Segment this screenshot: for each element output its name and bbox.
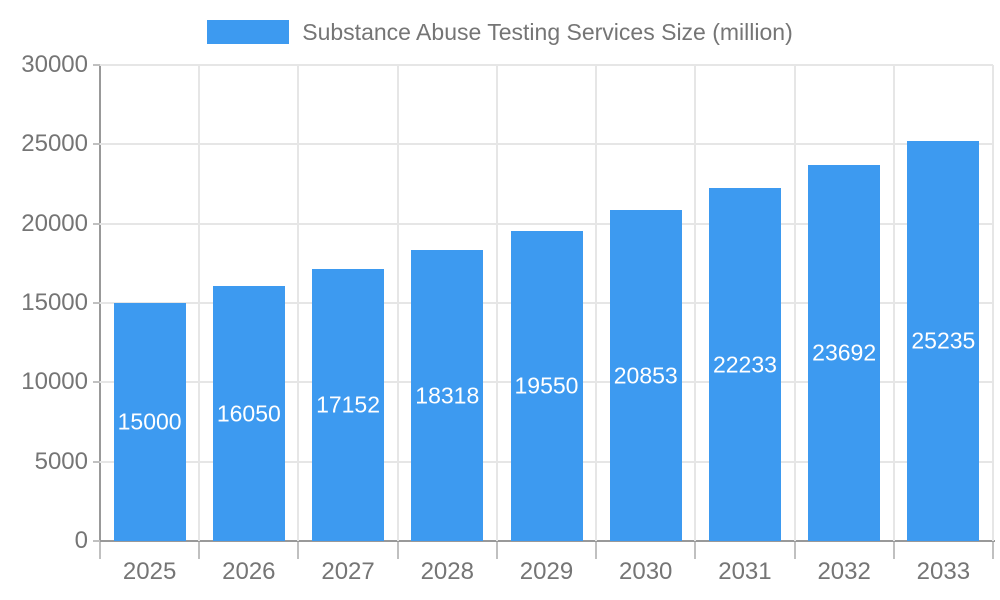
x-axis-tick-label: 2026 <box>222 558 276 585</box>
bar-2032[interactable]: 23692 <box>808 165 881 541</box>
gridline-vertical <box>892 65 895 541</box>
gridline-vertical <box>992 65 994 541</box>
y-axis-tick <box>93 540 100 542</box>
bar-2033[interactable]: 25235 <box>907 140 980 541</box>
legend-series-label: Substance Abuse Testing Services Size (m… <box>302 18 793 45</box>
gridline-vertical <box>198 65 201 541</box>
bar-2028[interactable]: 18318 <box>411 250 484 541</box>
x-axis-tick-label: 2030 <box>619 558 673 585</box>
legend-swatch <box>207 20 290 44</box>
y-axis-tick-label: 20000 <box>21 209 88 237</box>
gridline-horizontal <box>100 64 993 66</box>
x-axis-tick-label: 2032 <box>817 558 871 585</box>
x-axis-tick <box>595 542 598 559</box>
bar-value-label: 16050 <box>216 400 281 427</box>
bar-2026[interactable]: 16050 <box>212 286 285 541</box>
bar-value-label: 17152 <box>316 391 381 418</box>
x-axis-tick-label: 2031 <box>718 558 772 585</box>
plot-area: 15000 16050 17152 18318 19550 20853 22233 23692… <box>100 64 994 541</box>
bar-value-label: 20853 <box>613 362 678 389</box>
bar-2030[interactable]: 20853 <box>609 210 682 541</box>
y-axis-tick-label: 10000 <box>21 368 88 396</box>
x-axis-tick <box>198 542 201 559</box>
x-axis-tick <box>297 542 300 559</box>
y-axis-tick-label: 5000 <box>34 447 88 475</box>
x-axis-tick <box>992 542 994 559</box>
y-axis-tick-label: 0 <box>74 527 88 554</box>
y-axis-tick-label: 30000 <box>21 51 88 78</box>
y-axis-tick <box>93 64 100 66</box>
y-axis-tick <box>93 381 100 384</box>
bar-value-label: 22233 <box>712 351 777 378</box>
chart-legend[interactable]: Substance Abuse Testing Services Size (m… <box>0 18 1000 46</box>
bar-value-label: 18318 <box>415 382 480 409</box>
x-axis-tick-label: 2029 <box>519 558 574 585</box>
x-axis-tick <box>495 542 498 559</box>
x-axis-tick <box>99 542 101 559</box>
y-axis-tick <box>93 302 100 304</box>
bar-value-label: 15000 <box>117 408 182 435</box>
x-axis-tick <box>892 542 895 559</box>
gridline-vertical <box>694 65 697 541</box>
gridline-vertical <box>595 65 598 541</box>
x-axis-tick <box>694 542 697 559</box>
gridline-vertical <box>297 65 300 541</box>
gridline-vertical <box>495 65 498 541</box>
y-axis-tick <box>93 143 100 146</box>
gridline-vertical <box>793 65 796 541</box>
bar-value-label: 23692 <box>812 339 877 366</box>
bar-value-label: 25235 <box>911 327 976 354</box>
y-axis-tick <box>93 460 100 463</box>
x-axis-tick <box>396 542 399 559</box>
x-axis-line <box>99 540 995 542</box>
x-axis-tick-label: 2025 <box>122 558 177 585</box>
gridline-vertical <box>396 65 399 541</box>
bar-2031[interactable]: 22233 <box>708 188 781 541</box>
y-axis-tick-label: 25000 <box>21 130 88 158</box>
gridline-horizontal <box>100 143 993 146</box>
bar-2027[interactable]: 17152 <box>312 268 385 541</box>
bar-2029[interactable]: 19550 <box>510 230 583 541</box>
bar-2025[interactable]: 15000 <box>113 303 186 541</box>
x-axis-tick-label: 2027 <box>321 558 375 585</box>
x-axis-tick-label: 2028 <box>420 558 474 585</box>
y-axis-tick-label: 15000 <box>21 289 88 316</box>
gridline-horizontal <box>100 222 993 225</box>
x-axis-tick <box>793 542 796 559</box>
y-axis-tick <box>93 222 100 225</box>
x-axis-tick-label: 2033 <box>916 558 971 585</box>
bar-value-label: 19550 <box>514 372 579 399</box>
